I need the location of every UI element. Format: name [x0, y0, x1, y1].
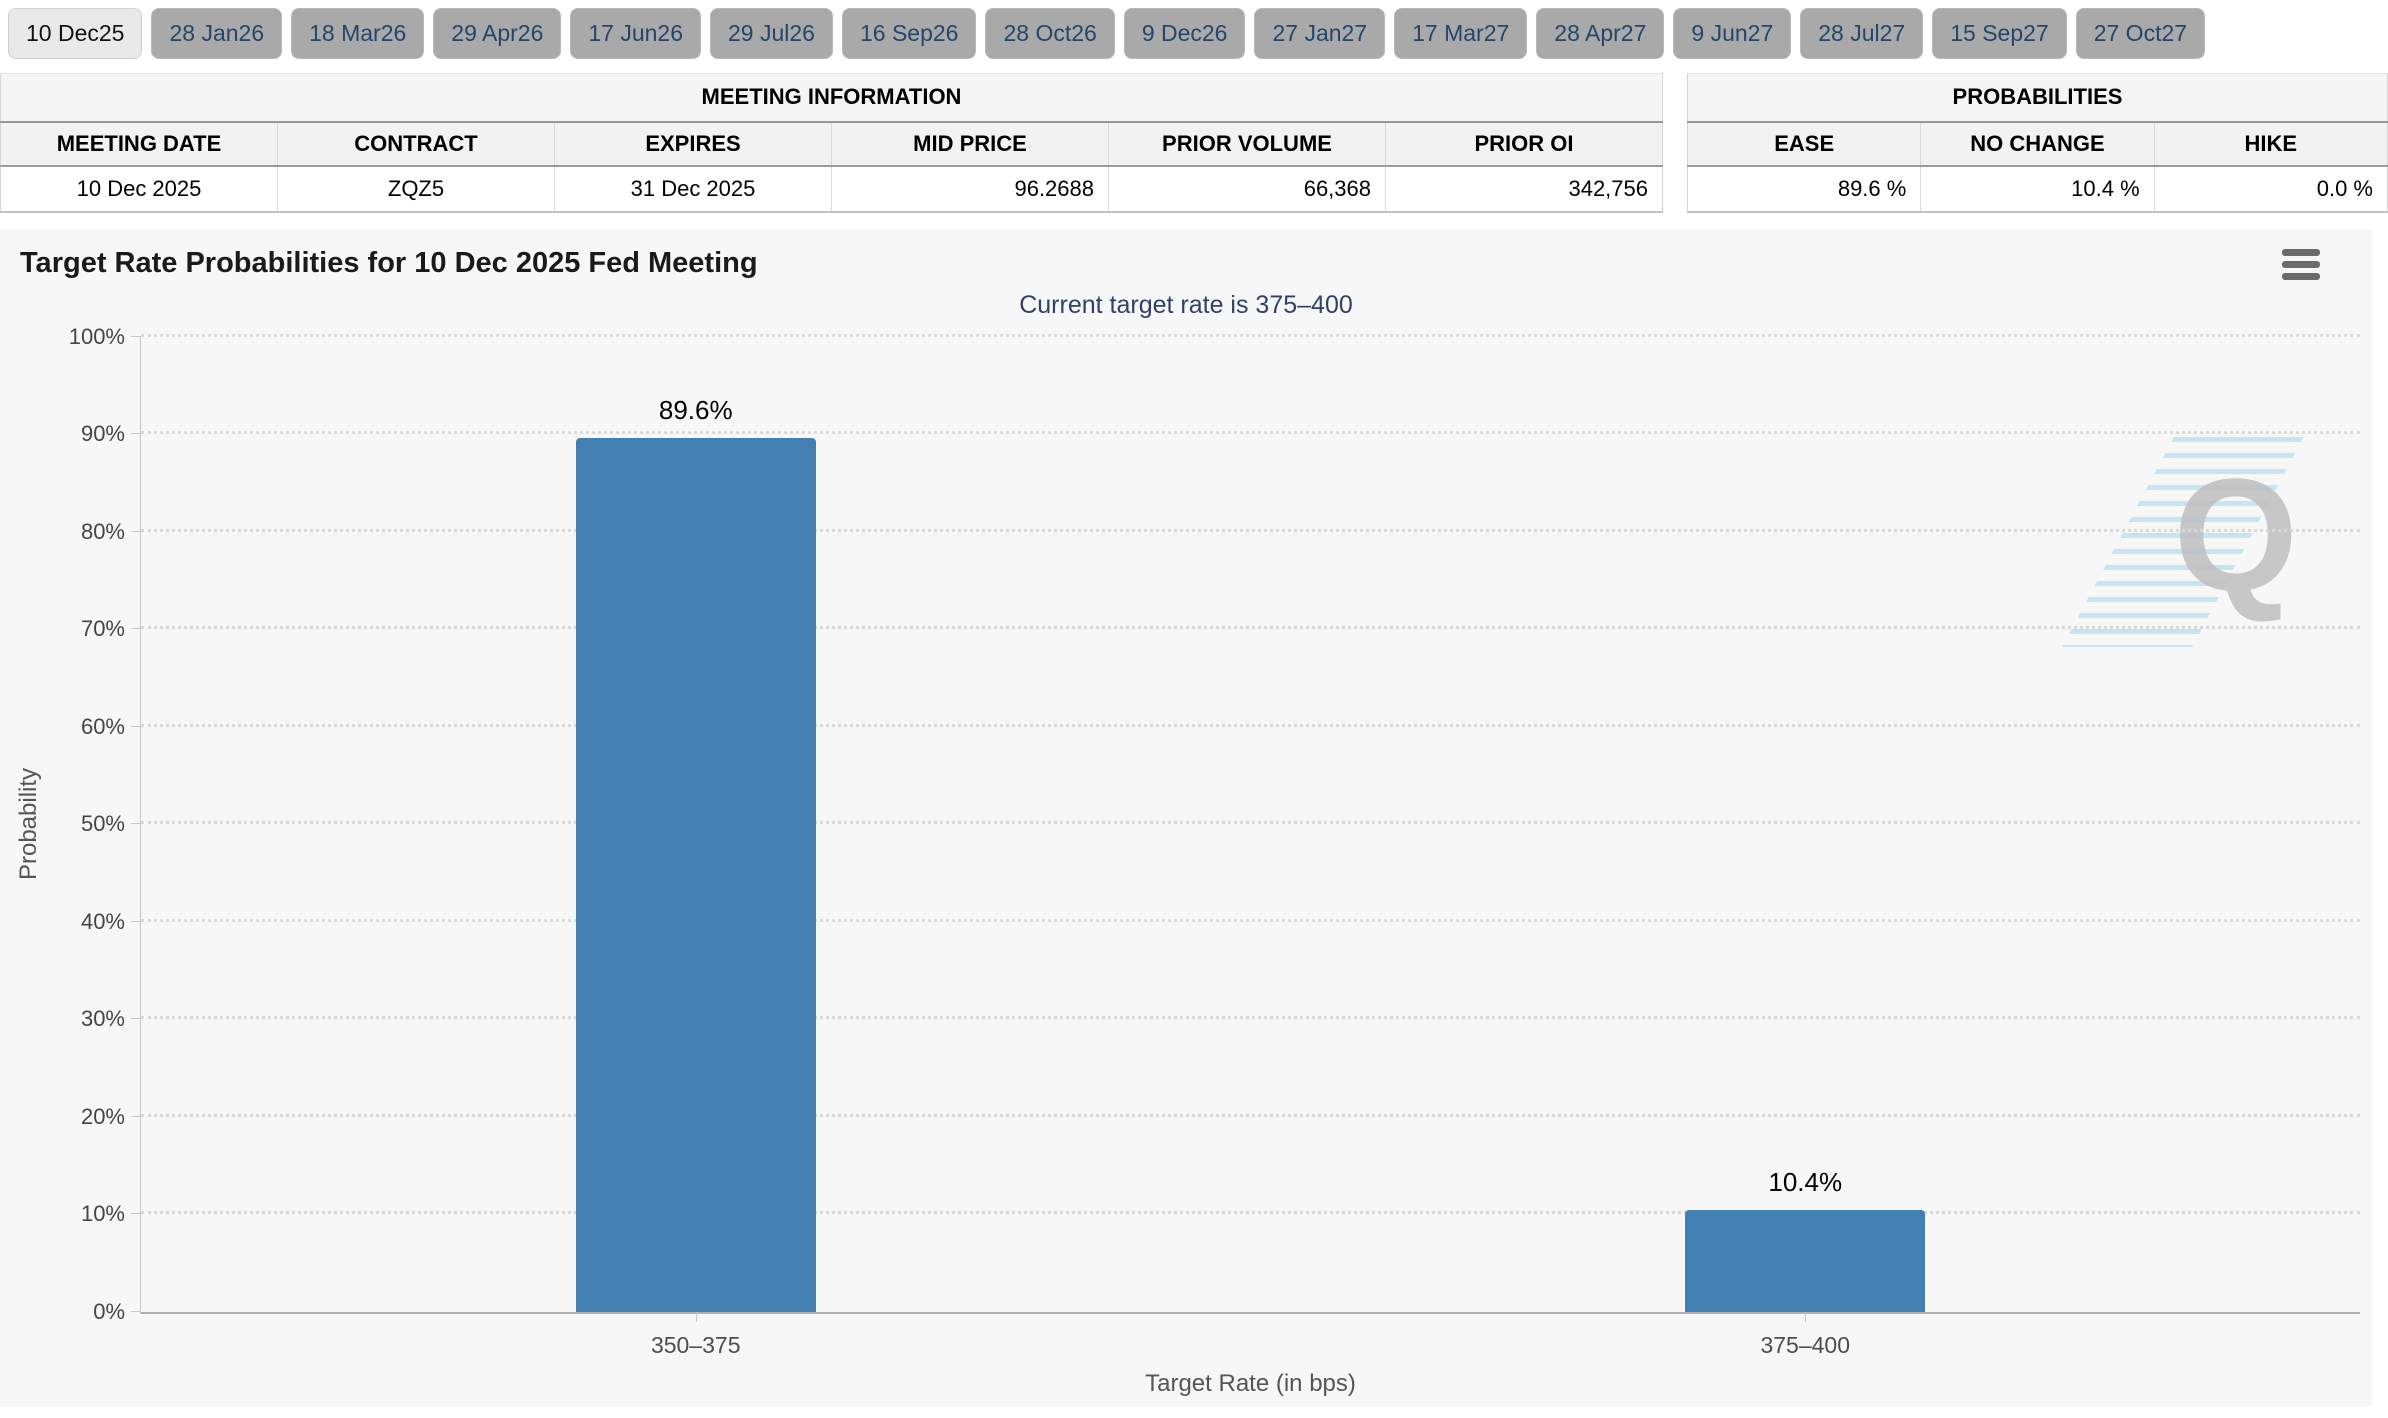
tab-17-mar27[interactable]: 17 Mar27: [1394, 8, 1528, 59]
meeting-info-table: MEETING INFORMATION MEETING DATE CONTRACT…: [0, 73, 1663, 213]
y-gridline: [141, 333, 2360, 337]
y-gridline: [141, 528, 2360, 532]
x-axis-tick: [1805, 1311, 1807, 1322]
y-gridline: [141, 723, 2360, 727]
tab-9-jun27[interactable]: 9 Jun27: [1673, 8, 1792, 59]
y-gridline: [141, 918, 2360, 922]
bar-value-label: 89.6%: [658, 394, 733, 425]
tab-10-dec25[interactable]: 10 Dec25: [8, 8, 143, 59]
tab-27-oct27[interactable]: 27 Oct27: [2075, 8, 2206, 59]
meeting-info-column-header-mid-price: MID PRICE: [831, 121, 1109, 167]
chart-panel: Target Rate Probabilities for 10 Dec 202…: [0, 228, 2372, 1407]
y-gridline: [141, 821, 2360, 824]
y-axis-tick: [131, 1310, 141, 1312]
meeting-info-cell-mid-price: 96.2688: [831, 165, 1109, 213]
meeting-info-column-header-meeting-date: MEETING DATE: [0, 121, 278, 167]
x-axis-label: 350–375: [650, 1331, 741, 1358]
x-axis-tick: [695, 1311, 697, 1322]
chart-title: Target Rate Probabilities for 10 Dec 202…: [20, 246, 758, 279]
y-axis-tick: [131, 1018, 141, 1019]
q-logo-icon: Q: [2173, 444, 2298, 624]
y-axis-tick: [131, 335, 141, 337]
probabilities-column-header-ease: EASE: [1687, 121, 1921, 167]
y-axis-label: 0%: [93, 1298, 125, 1324]
meeting-info-column-header-prior-oi: PRIOR OI: [1385, 121, 1663, 167]
summary-tables: MEETING INFORMATION MEETING DATE CONTRACT…: [0, 73, 2388, 213]
meeting-info-cell-meeting-date: 10 Dec 2025: [0, 165, 278, 213]
meeting-info-header-row: MEETING DATE CONTRACT EXPIRES MID PRICE PRIO…: [0, 121, 1663, 167]
tab-28-jan26[interactable]: 28 Jan26: [151, 8, 283, 59]
tab-17-jun26[interactable]: 17 Jun26: [570, 8, 702, 59]
probabilities-cell-no-change: 10.4 %: [1920, 165, 2155, 213]
y-gridline: [141, 626, 2360, 629]
probabilities-header-row: EASE NO CHANGE HIKE: [1687, 121, 2388, 167]
probabilities-column-header-no-change: NO CHANGE: [1920, 121, 2155, 167]
meeting-info-cell-expires: 31 Dec 2025: [554, 165, 832, 213]
y-gridline: [141, 1211, 2360, 1214]
probabilities-cell-ease: 89.6 %: [1687, 165, 1921, 213]
y-axis-label: 100%: [68, 323, 125, 349]
y-axis-title: Probability: [15, 767, 42, 881]
y-axis-label: 80%: [80, 518, 125, 544]
y-gridline: [141, 1016, 2360, 1019]
chart-subtitle: Current target rate is 375–400: [1019, 290, 1353, 319]
hamburger-menu-icon: [2282, 248, 2320, 256]
meeting-info-data-row: 10 Dec 2025 ZQZ5 31 Dec 2025 96.2688 66,368 3…: [0, 165, 1663, 213]
y-axis-label: 70%: [80, 616, 125, 641]
meeting-info-column-header-expires: EXPIRES: [554, 121, 832, 167]
watermark-stripes-icon: [2062, 436, 2304, 647]
y-axis-label: 90%: [80, 421, 125, 446]
y-gridline: [141, 1113, 2360, 1117]
y-axis-tick: [131, 530, 141, 532]
y-axis-label: 50%: [80, 811, 125, 836]
bar-value-label: 10.4%: [1768, 1167, 1843, 1198]
y-axis-tick: [131, 1213, 141, 1214]
y-axis-tick: [131, 433, 141, 434]
y-axis-tick: [131, 823, 141, 824]
tab-28-jul27[interactable]: 28 Jul27: [1800, 8, 1924, 59]
y-axis-label: 10%: [80, 1201, 125, 1226]
tab-29-apr26[interactable]: 29 Apr26: [433, 8, 562, 59]
y-axis-label: 30%: [80, 1006, 125, 1031]
tab-28-oct26[interactable]: 28 Oct26: [985, 8, 1115, 59]
y-axis-tick: [131, 725, 141, 727]
tab-15-sep27[interactable]: 15 Sep27: [1932, 8, 2067, 59]
meeting-info-cell-prior-volume: 66,368: [1108, 165, 1386, 213]
tab-28-apr27[interactable]: 28 Apr27: [1536, 8, 1665, 59]
tab-29-jul26[interactable]: 29 Jul26: [710, 8, 833, 59]
plot-area: Probability Q Target Rate (in bps) 0% 10%…: [15, 324, 2360, 1397]
tab-18-mar26[interactable]: 18 Mar26: [291, 8, 425, 59]
probabilities-title: PROBABILITIES: [1687, 73, 2388, 123]
y-axis-tick: [131, 628, 141, 629]
y-axis-tick: [131, 1115, 141, 1117]
tab-9-dec26[interactable]: 9 Dec26: [1123, 8, 1246, 59]
probabilities-cell-hike: 0.0 %: [2153, 165, 2388, 213]
tab-16-sep26[interactable]: 16 Sep26: [841, 8, 977, 59]
chart-context-menu-button[interactable]: [2282, 248, 2322, 283]
bar-350-375: [575, 437, 816, 1312]
meeting-info-cell-prior-oi: 342,756: [1385, 165, 1663, 213]
meeting-tab-bar: 10 Dec25 28 Jan26 18 Mar26 29 Apr26 17 Jun26…: [0, 0, 2388, 67]
meeting-info-cell-contract: ZQZ5: [277, 165, 555, 213]
y-axis-tick: [131, 920, 141, 922]
bar-375-400: [1685, 1210, 1926, 1312]
y-axis-label: 40%: [80, 908, 125, 934]
quikstrike-watermark: Q: [2062, 436, 2308, 647]
tab-27-jan27[interactable]: 27 Jan27: [1254, 8, 1386, 59]
y-gridline: [141, 431, 2360, 434]
probabilities-table: PROBABILITIES EASE NO CHANGE HIKE 89.6 % 10…: [1687, 73, 2388, 213]
meeting-info-column-header-prior-volume: PRIOR VOLUME: [1108, 121, 1386, 167]
probabilities-column-header-hike: HIKE: [2153, 121, 2388, 167]
probabilities-data-row: 89.6 % 10.4 % 0.0 %: [1687, 165, 2388, 213]
y-axis-label: 60%: [80, 713, 125, 739]
x-axis-title: Target Rate (in bps): [1145, 1369, 1356, 1397]
y-axis-label: 20%: [80, 1103, 125, 1129]
meeting-info-title: MEETING INFORMATION: [0, 73, 1663, 123]
x-axis-label: 375–400: [1760, 1331, 1851, 1358]
meeting-info-column-header-contract: CONTRACT: [277, 121, 555, 167]
